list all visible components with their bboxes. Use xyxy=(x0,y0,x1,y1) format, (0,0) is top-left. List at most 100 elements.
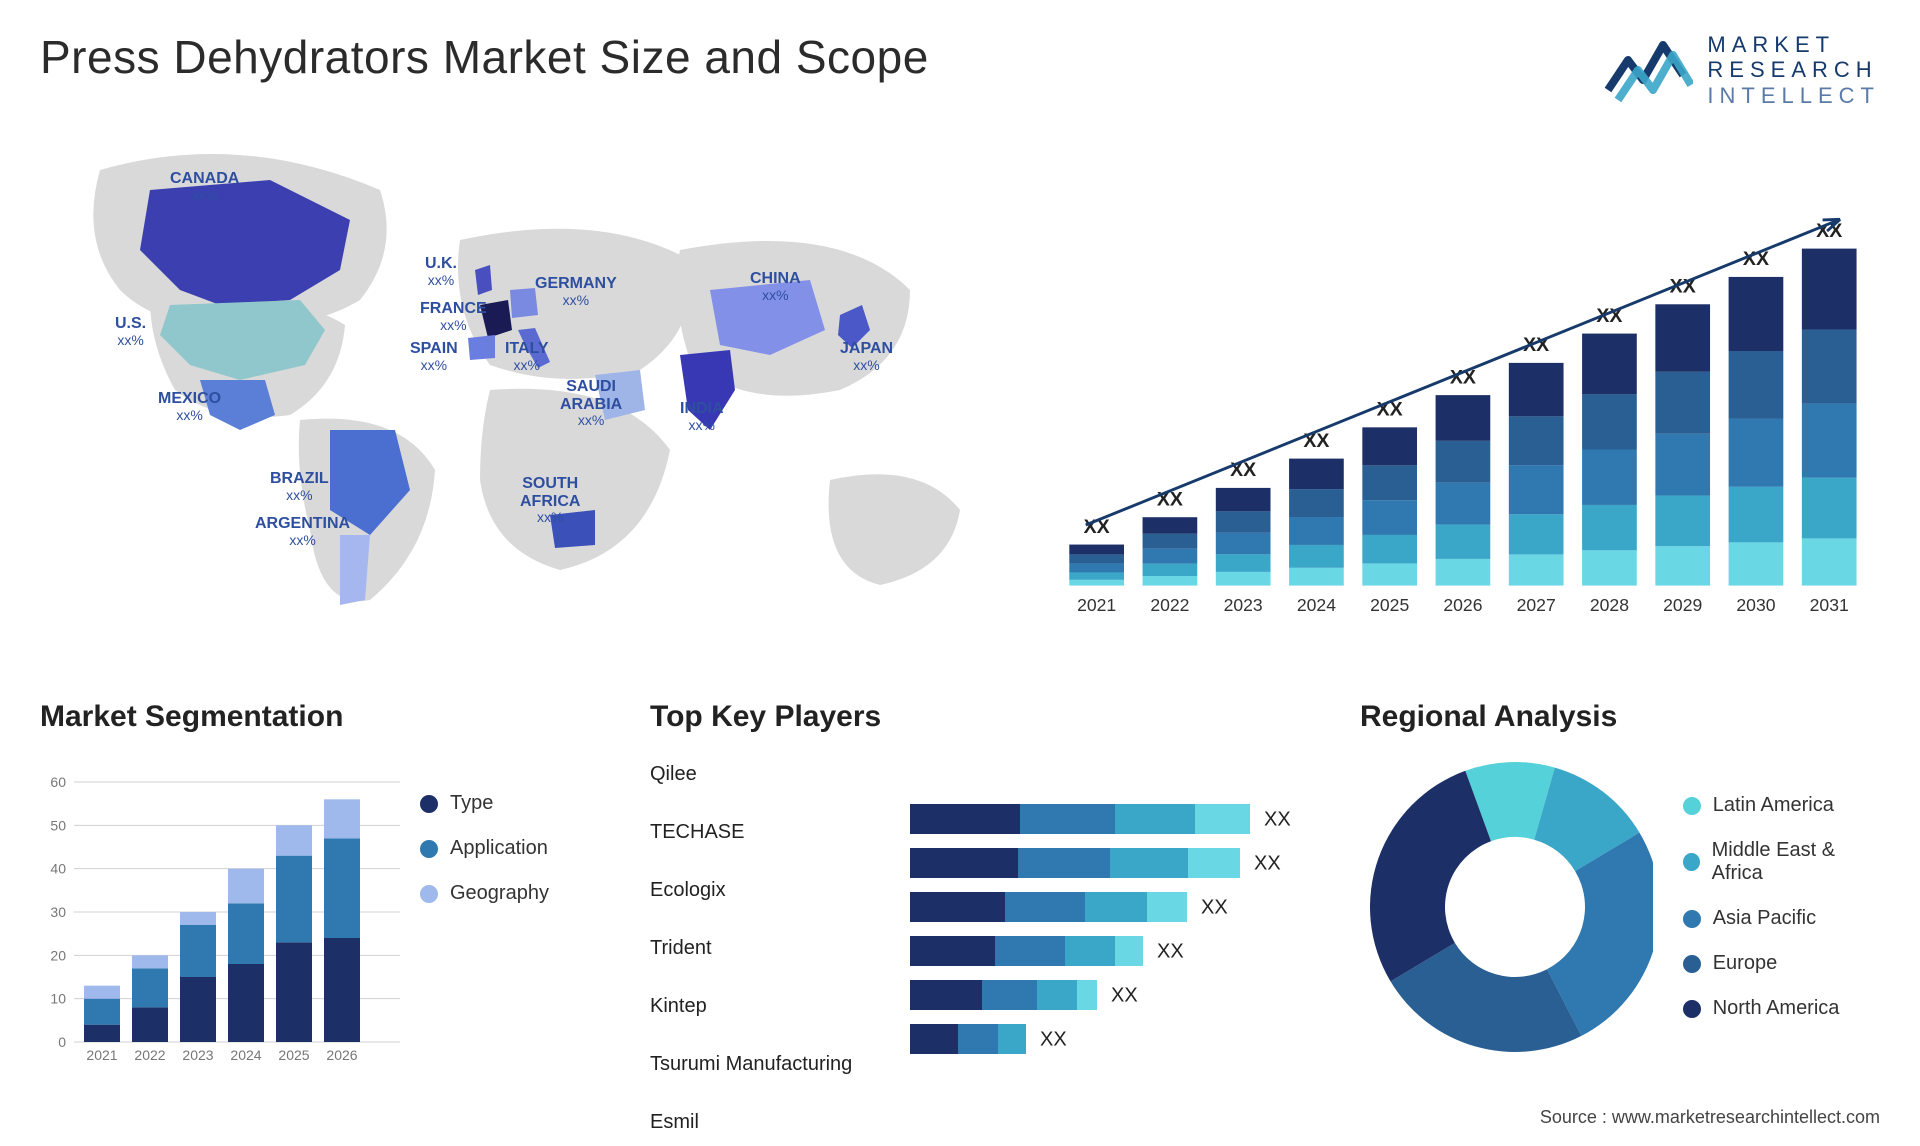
growth-bar-seg xyxy=(1289,459,1344,489)
players-body: QileeTECHASEEcologixTridentKintepTsurumi… xyxy=(650,752,1330,1144)
source-text: Source : www.marketresearchintellect.com xyxy=(1540,1107,1880,1128)
growth-bar-seg xyxy=(1509,416,1564,465)
page: Press Dehydrators Market Size and Scope … xyxy=(0,0,1920,1146)
map-label-uk: U.K.xx% xyxy=(425,255,457,288)
growth-bar-seg xyxy=(1582,334,1637,394)
player-bar-seg xyxy=(1115,936,1143,966)
segmentation-body: 0102030405060202120222023202420252026 Ty… xyxy=(40,752,620,1072)
seg-bar-seg xyxy=(132,1007,168,1042)
player-value-label: XX xyxy=(1201,897,1228,919)
seg-year-label: 2021 xyxy=(86,1047,117,1063)
growth-chart: XX2021XX2022XX2023XX2024XX2025XX2026XX20… xyxy=(1040,130,1880,670)
growth-bar-seg xyxy=(1436,483,1491,525)
growth-year-label: 2024 xyxy=(1297,595,1336,615)
legend-swatch xyxy=(420,795,438,813)
growth-year-label: 2028 xyxy=(1590,595,1629,615)
seg-bar-seg xyxy=(132,968,168,1007)
regional-body: Latin America Middle East & Africa Asia Pa… xyxy=(1360,752,1880,1062)
growth-bar-seg xyxy=(1802,329,1857,403)
region-legend-item: Asia Pacific xyxy=(1683,907,1880,930)
player-bar-seg xyxy=(1195,804,1250,834)
seg-bar-seg xyxy=(324,938,360,1042)
map-label-southafrica: SOUTHAFRICAxx% xyxy=(520,475,580,526)
growth-bar-seg xyxy=(1802,478,1857,539)
region-legend-item: North America xyxy=(1683,997,1880,1020)
player-name: TECHASE xyxy=(650,810,910,854)
growth-bar-seg xyxy=(1802,538,1857,585)
legend-label: Latin America xyxy=(1713,794,1834,817)
regional-legend: Latin America Middle East & Africa Asia Pa… xyxy=(1683,794,1880,1020)
growth-bar-seg xyxy=(1362,427,1417,465)
growth-bar-seg xyxy=(1655,546,1710,585)
growth-bar-seg xyxy=(1729,419,1784,487)
map-label-italy: ITALYxx% xyxy=(505,340,549,373)
seg-legend-item: Application xyxy=(420,837,549,860)
growth-bar-seg xyxy=(1216,488,1271,511)
map-label-japan: JAPANxx% xyxy=(840,340,893,373)
world-map: CANADAxx%U.S.xx%MEXICOxx%BRAZILxx%ARGENT… xyxy=(40,130,1000,670)
growth-bar-seg xyxy=(1143,564,1198,576)
growth-bar-seg xyxy=(1802,249,1857,330)
seg-bar-seg xyxy=(228,964,264,1042)
growth-year-label: 2029 xyxy=(1663,595,1702,615)
growth-bar-seg xyxy=(1069,563,1124,572)
seg-bar-seg xyxy=(324,838,360,938)
seg-bar-seg xyxy=(180,925,216,977)
player-bar-seg xyxy=(958,1024,998,1054)
page-title: Press Dehydrators Market Size and Scope xyxy=(40,30,929,84)
growth-bar-seg xyxy=(1655,372,1710,434)
seg-year-label: 2024 xyxy=(230,1047,261,1063)
map-label-germany: GERMANYxx% xyxy=(535,275,617,308)
legend-label: Application xyxy=(450,837,548,860)
player-bar-seg xyxy=(910,980,982,1010)
growth-bar-label: XX xyxy=(1303,430,1329,452)
seg-year-label: 2023 xyxy=(182,1047,213,1063)
player-name: Trident xyxy=(650,926,910,970)
growth-bar-seg xyxy=(1216,554,1271,572)
growth-bar-seg xyxy=(1582,550,1637,585)
growth-year-label: 2027 xyxy=(1517,595,1556,615)
growth-bar-seg xyxy=(1436,525,1491,559)
regional-title: Regional Analysis xyxy=(1360,700,1880,734)
segmentation-panel: Market Segmentation 01020304050602021202… xyxy=(40,700,620,1100)
growth-bar-seg xyxy=(1509,465,1564,514)
growth-bar-seg xyxy=(1069,545,1124,555)
player-name: Qilee xyxy=(650,752,910,796)
legend-label: North America xyxy=(1713,997,1840,1020)
growth-bar-seg xyxy=(1362,535,1417,563)
seg-year-label: 2022 xyxy=(134,1047,165,1063)
region-legend-item: Middle East & Africa xyxy=(1683,839,1880,885)
seg-ytick: 40 xyxy=(50,861,66,877)
growth-bar-seg xyxy=(1729,487,1784,543)
growth-bar-seg xyxy=(1362,563,1417,585)
growth-year-label: 2023 xyxy=(1224,595,1263,615)
growth-bar-seg xyxy=(1729,542,1784,585)
legend-swatch xyxy=(420,885,438,903)
map-label-us: U.S.xx% xyxy=(115,315,146,348)
map-label-canada: CANADAxx% xyxy=(170,170,239,203)
players-panel: Top Key Players QileeTECHASEEcologixTrid… xyxy=(650,700,1330,1100)
seg-ytick: 0 xyxy=(58,1034,66,1050)
player-value-label: XX xyxy=(1264,809,1291,831)
player-bar-seg xyxy=(1077,980,1097,1010)
seg-bar-seg xyxy=(180,912,216,925)
player-bar-seg xyxy=(1020,804,1115,834)
growth-bar-seg xyxy=(1289,517,1344,545)
legend-swatch xyxy=(1683,910,1701,928)
growth-bar-seg xyxy=(1729,277,1784,351)
arrow-head xyxy=(1823,219,1841,220)
growth-bar-seg xyxy=(1655,496,1710,547)
growth-bar-seg xyxy=(1143,549,1198,564)
growth-chart-svg: XX2021XX2022XX2023XX2024XX2025XX2026XX20… xyxy=(1040,130,1880,670)
segmentation-title: Market Segmentation xyxy=(40,700,620,734)
seg-year-label: 2026 xyxy=(326,1047,357,1063)
growth-year-label: 2030 xyxy=(1736,595,1775,615)
player-bar-seg xyxy=(1188,848,1240,878)
player-name: Esmil xyxy=(650,1100,910,1144)
growth-bar-seg xyxy=(1362,500,1417,535)
player-name: Tsurumi Manufacturing xyxy=(650,1042,910,1086)
growth-bar-seg xyxy=(1143,576,1198,586)
growth-bar-label: XX xyxy=(1743,248,1769,270)
growth-bar-seg xyxy=(1436,395,1491,441)
region-legend-item: Europe xyxy=(1683,952,1880,975)
